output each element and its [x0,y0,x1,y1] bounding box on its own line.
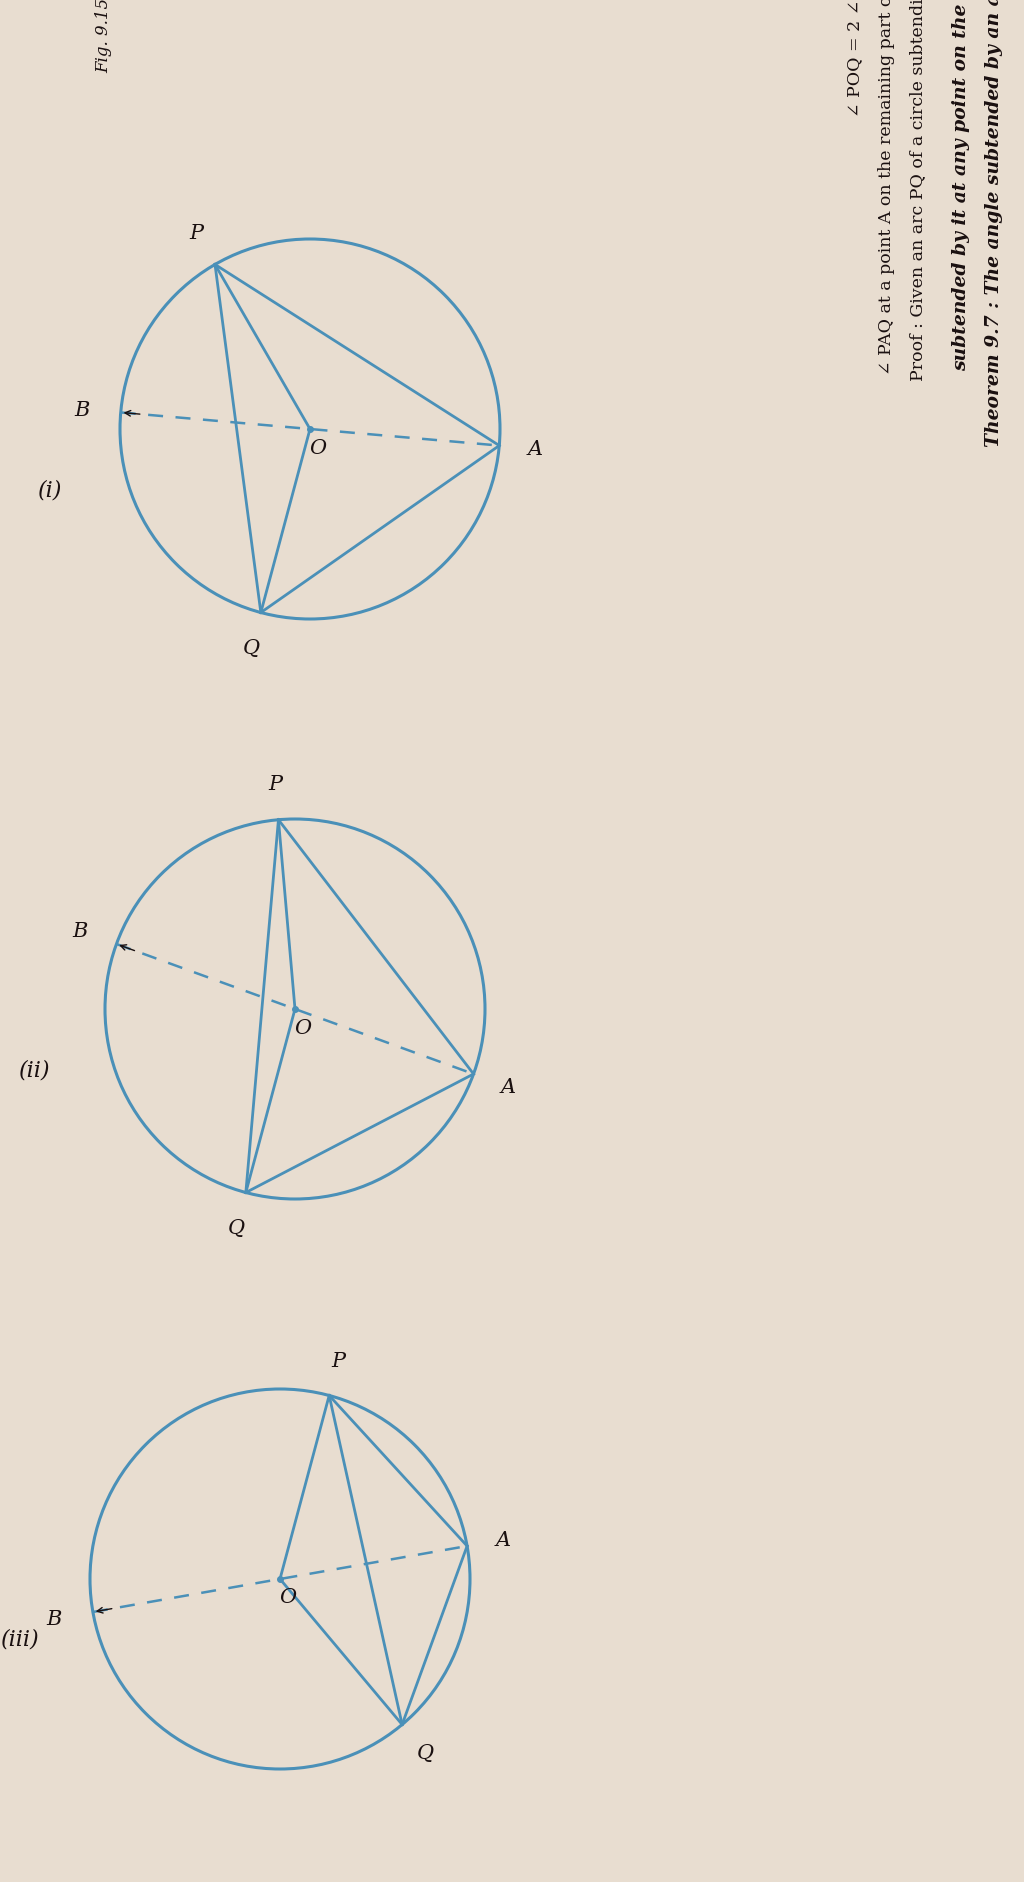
Text: Q: Q [417,1743,434,1762]
Text: Q: Q [228,1218,245,1238]
Text: (iii): (iii) [1,1628,39,1651]
Text: subtended by it at any point on the remaining part of the circle.: subtended by it at any point on the rema… [952,0,970,371]
Text: P: P [332,1351,345,1370]
Text: B: B [72,922,87,941]
Text: A: A [528,440,543,459]
Text: O: O [280,1588,297,1607]
Text: ∠ POQ = 2 ∠ PAQ.: ∠ POQ = 2 ∠ PAQ. [846,0,863,117]
Text: B: B [47,1609,62,1628]
Text: Theorem 9.7 : The angle subtended by an arc at the centre is double the angle: Theorem 9.7 : The angle subtended by an … [985,0,1002,446]
Text: Fig. 9.15: Fig. 9.15 [95,0,112,73]
Text: O: O [309,439,327,457]
Text: P: P [189,224,204,243]
Text: (ii): (ii) [19,1058,51,1080]
Text: A: A [500,1077,515,1097]
Text: Q: Q [243,638,260,659]
Text: P: P [268,775,283,794]
Text: A: A [496,1530,511,1549]
Text: ∠ PAQ at a point A on the remaining part of the circle. We need to prove that: ∠ PAQ at a point A on the remaining part… [878,0,895,375]
Text: O: O [295,1018,311,1037]
Text: (i): (i) [38,478,62,501]
Text: Proof : Given an arc PQ of a circle subtending angles POQ at the centre O and: Proof : Given an arc PQ of a circle subt… [910,0,927,380]
Text: B: B [74,401,89,420]
